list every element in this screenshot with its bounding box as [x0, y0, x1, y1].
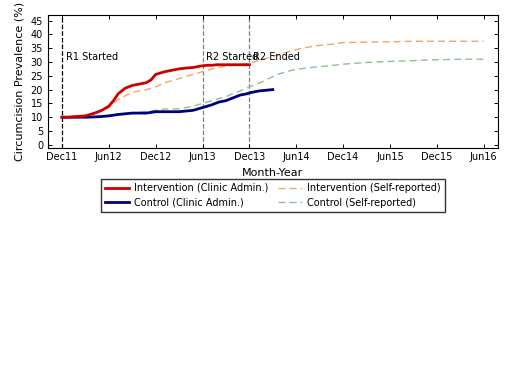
- Y-axis label: Circumcision Prevalence (%): Circumcision Prevalence (%): [15, 2, 25, 161]
- Text: R1 Started: R1 Started: [66, 52, 118, 62]
- Text: R2 Ended: R2 Ended: [253, 52, 300, 62]
- Legend: Intervention (Clinic Admin.), Control (Clinic Admin.), Intervention (Self-report: Intervention (Clinic Admin.), Control (C…: [101, 179, 445, 212]
- Text: R2 Started: R2 Started: [206, 52, 259, 62]
- X-axis label: Month-Year: Month-Year: [242, 168, 303, 178]
